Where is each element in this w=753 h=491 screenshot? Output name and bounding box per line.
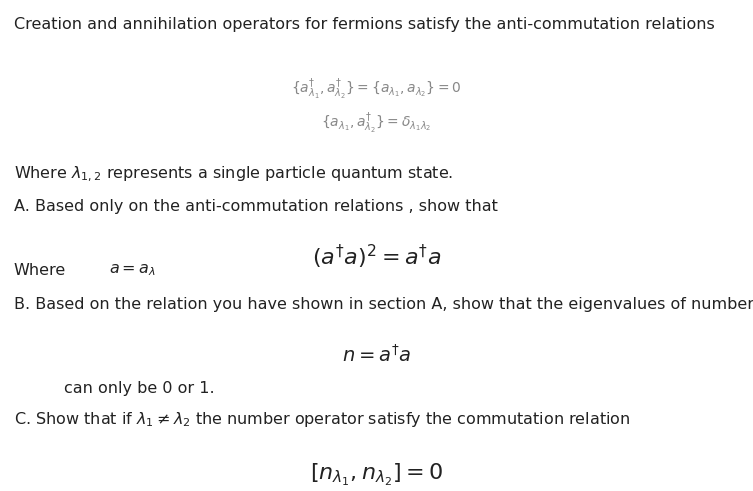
Text: can only be 0 or 1.: can only be 0 or 1. <box>64 381 215 396</box>
Text: A. Based only on the anti-commutation relations , show that: A. Based only on the anti-commutation re… <box>14 199 498 214</box>
Text: Where $\lambda_{1,2}$ represents a single particle quantum state.: Where $\lambda_{1,2}$ represents a singl… <box>14 164 453 184</box>
Text: $\left[n_{\lambda_1}, n_{\lambda_2}\right] = 0$: $\left[n_{\lambda_1}, n_{\lambda_2}\righ… <box>309 462 444 488</box>
Text: Creation and annihilation operators for fermions satisfy the anti-commutation re: Creation and annihilation operators for … <box>14 17 715 32</box>
Text: Where: Where <box>14 263 66 278</box>
Text: C. Show that if $\lambda_1{\neq}\lambda_2$ the number operator satisfy the commu: C. Show that if $\lambda_1{\neq}\lambda_… <box>14 410 630 429</box>
Text: $\{a_{\lambda_1},a^{\dagger}_{\lambda_2}\} = \delta_{\lambda_1\lambda_2}$: $\{a_{\lambda_1},a^{\dagger}_{\lambda_2}… <box>322 110 431 136</box>
Text: $\{a^{\dagger}_{\lambda_1},a^{\dagger}_{\lambda_2}\} = \{a_{\lambda_1},a_{\lambd: $\{a^{\dagger}_{\lambda_1},a^{\dagger}_{… <box>291 76 462 102</box>
Text: $(a^{\dagger}a)^2 = a^{\dagger}a$: $(a^{\dagger}a)^2 = a^{\dagger}a$ <box>312 243 441 271</box>
Text: $a = a_{\lambda}$: $a = a_{\lambda}$ <box>109 263 156 278</box>
Text: $n = a^{\dagger}a$: $n = a^{\dagger}a$ <box>342 344 411 366</box>
Text: B. Based on the relation you have shown in section A, show that the eigenvalues : B. Based on the relation you have shown … <box>14 297 753 312</box>
